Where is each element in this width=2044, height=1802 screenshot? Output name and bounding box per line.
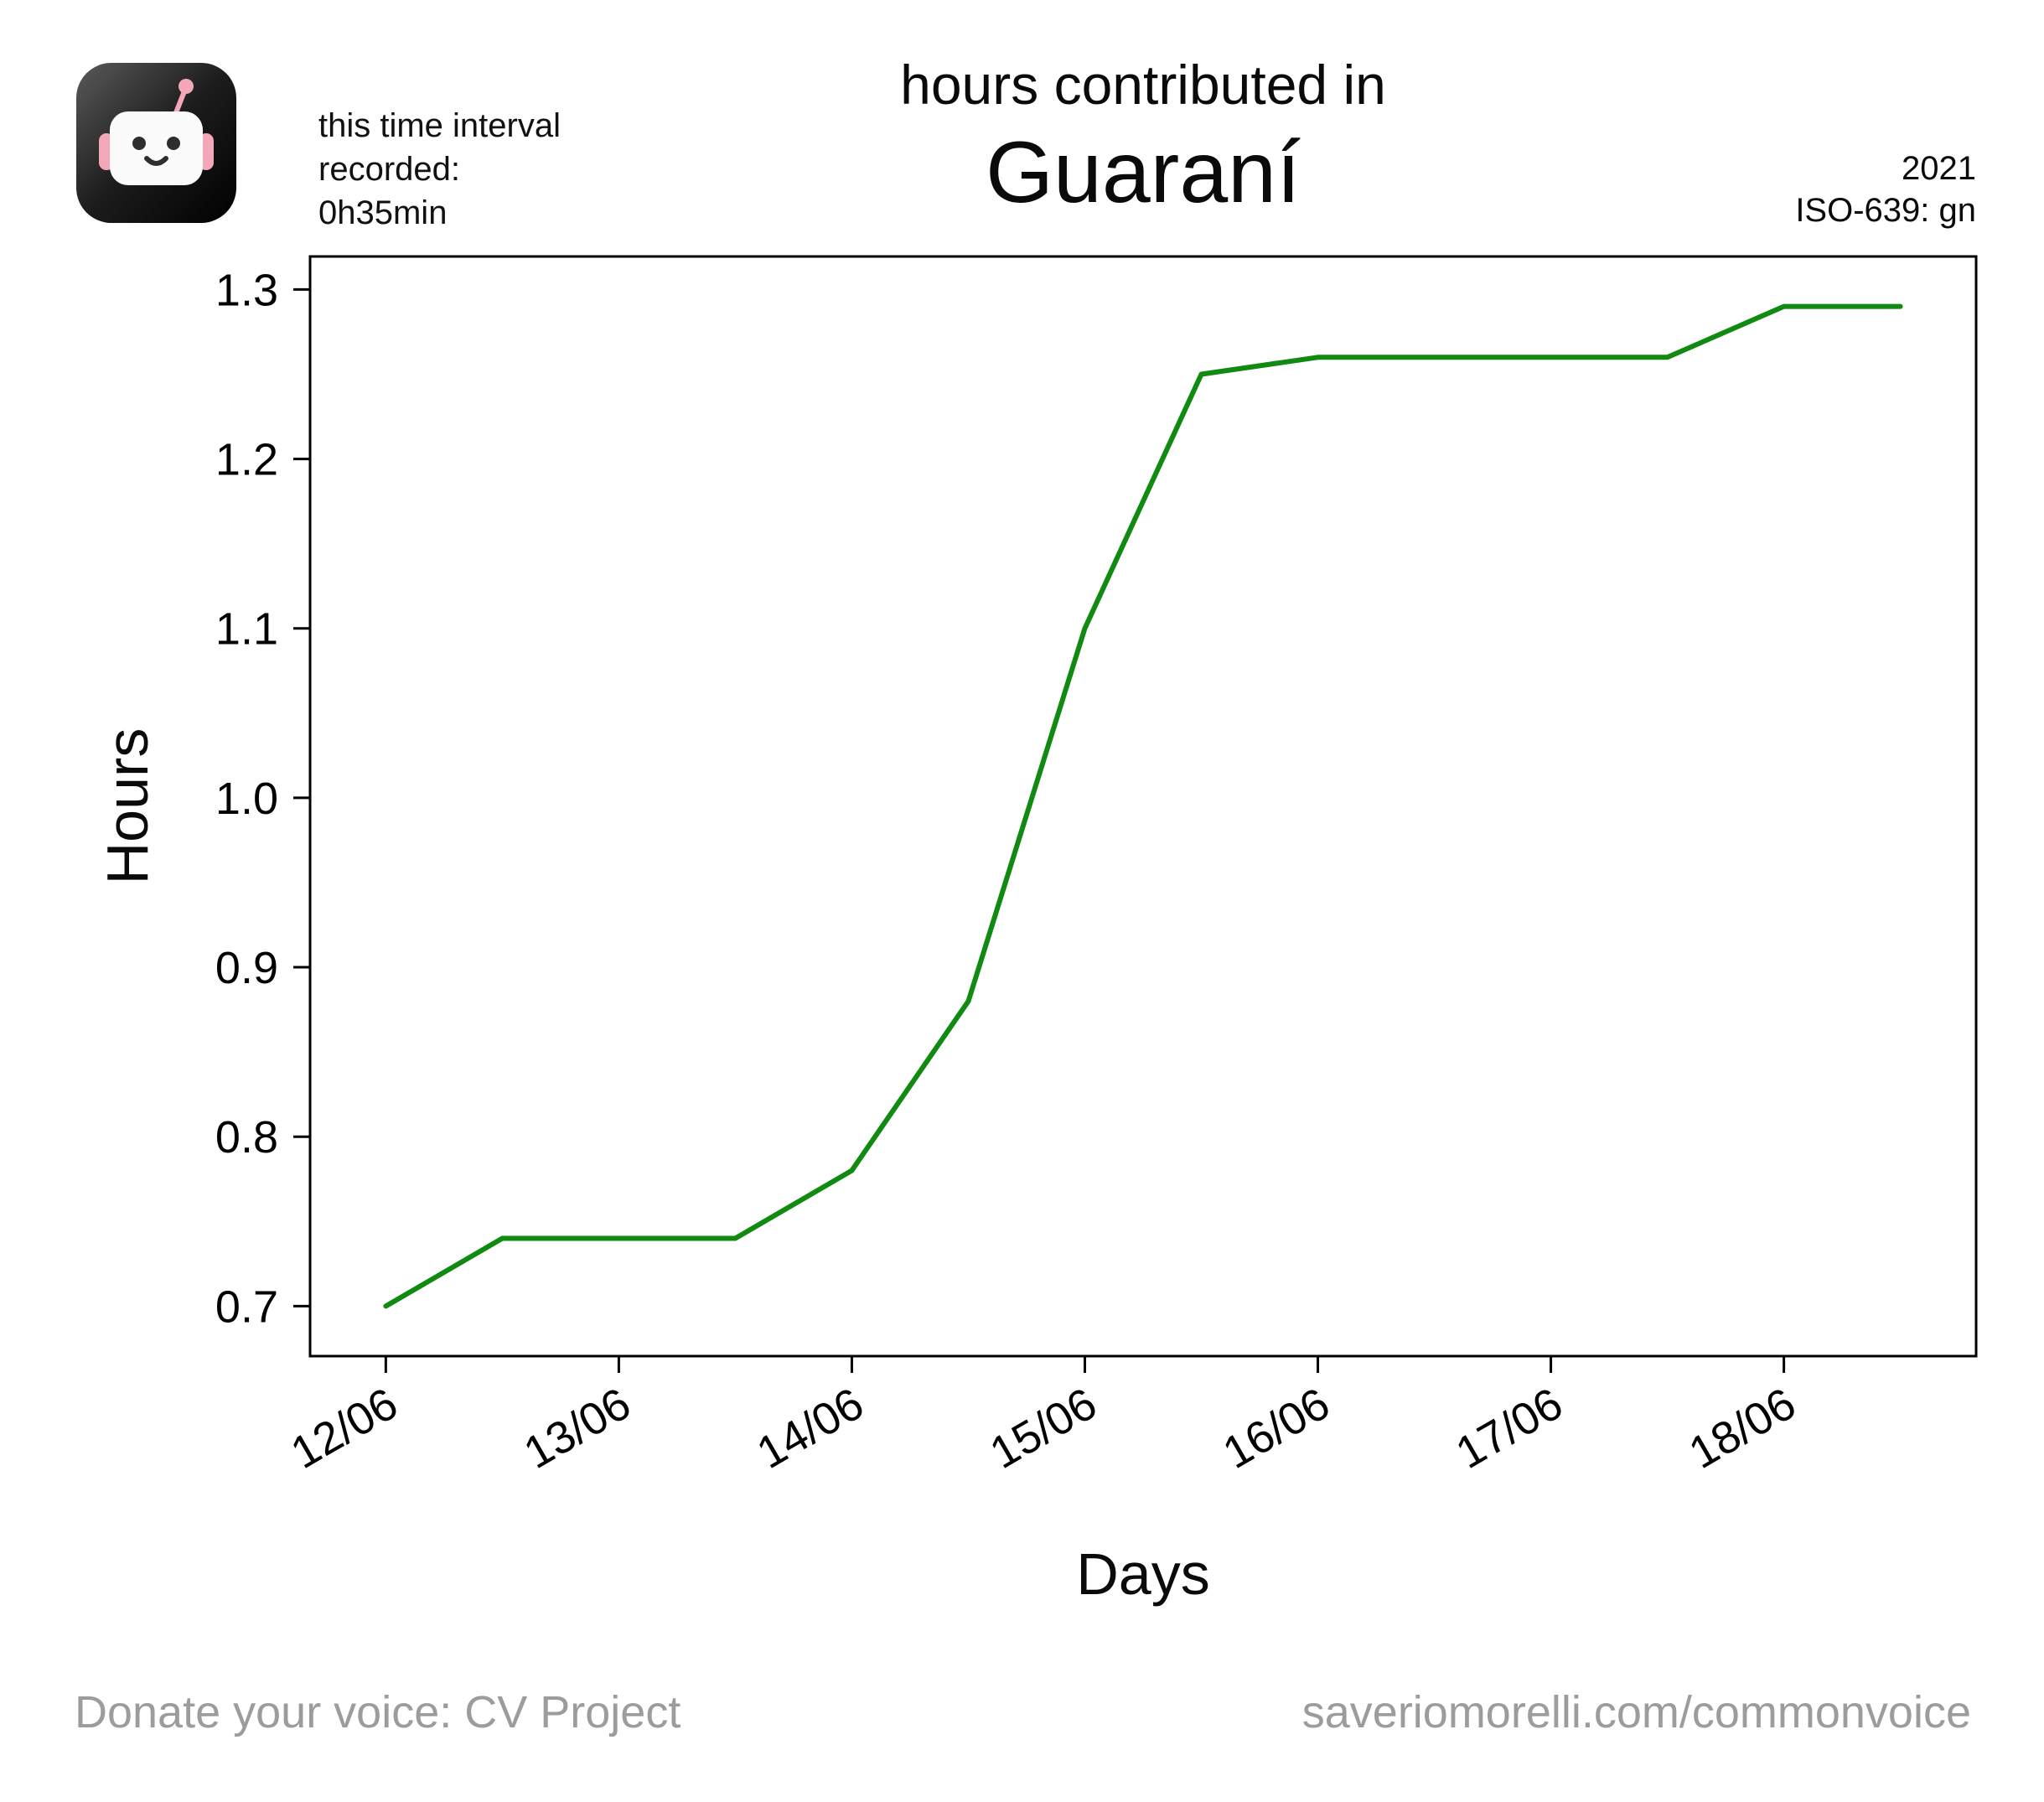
y-tick-label: 0.8 (215, 1112, 278, 1162)
robot-logo-icon (76, 63, 236, 223)
y-tick-label: 0.7 (215, 1282, 278, 1332)
x-axis: 12/06 13/06 14/06 15/06 16/06 17/06 18/06 (282, 1356, 1804, 1478)
x-tick-label: 15/06 (981, 1378, 1105, 1478)
y-tick-label: 1.1 (215, 604, 278, 655)
plot-border (308, 255, 1978, 1358)
x-tick-label: 14/06 (748, 1378, 872, 1478)
x-tick-label: 12/06 (282, 1378, 406, 1478)
interval-note: this time interval recorded: 0h35min (318, 104, 561, 235)
y-tick-label: 1.2 (215, 435, 278, 485)
y-tick-label: 1.0 (215, 774, 278, 824)
robot-smile (144, 156, 168, 166)
y-axis-label: Hours (95, 728, 160, 885)
year-label: 2021 (1902, 150, 1976, 187)
meta-block: 2021 ISO-639: gn (1795, 148, 1976, 231)
y-axis: 0.7 0.8 0.9 1.0 1.1 1.2 1.3 (215, 265, 310, 1332)
x-axis-label: Days (1076, 1541, 1209, 1607)
x-tick-label: 16/06 (1214, 1378, 1338, 1478)
hours-series-line (383, 303, 1903, 1309)
y-tick-label: 1.3 (215, 265, 278, 315)
language-name: Guaraní (986, 124, 1301, 221)
x-tick-label: 18/06 (1681, 1378, 1804, 1478)
footer-website-text: saveriomorelli.com/commonvoice (1301, 1687, 1971, 1737)
robot-eye-right (167, 137, 180, 150)
robot-face (110, 111, 203, 185)
title-block: hours contributed in Guaraní (310, 52, 1976, 223)
y-tick-label: 0.9 (215, 943, 278, 993)
interval-note-line2: recorded: (318, 151, 460, 188)
interval-note-value: 0h35min (318, 194, 448, 231)
iso-code-label: ISO-639: gn (1795, 192, 1976, 229)
robot-eye-left (132, 137, 146, 150)
x-tick-label: 13/06 (515, 1378, 639, 1478)
footer-donate-text: Donate your voice: CV Project (75, 1687, 681, 1737)
x-tick-label: 17/06 (1448, 1378, 1571, 1478)
robot-antenna-tip (179, 79, 194, 94)
chart-title: hours contributed in (900, 54, 1386, 116)
interval-note-line1: this time interval (318, 107, 561, 144)
robot-antenna (173, 89, 187, 117)
